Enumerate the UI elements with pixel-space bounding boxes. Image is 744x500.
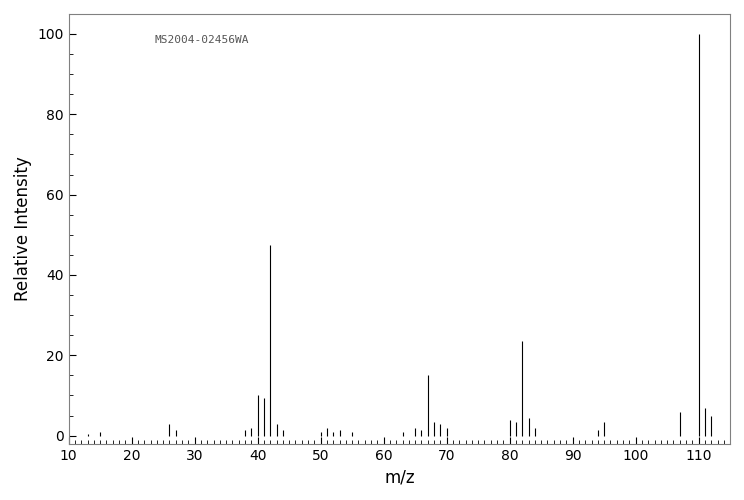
Y-axis label: Relative Intensity: Relative Intensity [14, 156, 32, 301]
X-axis label: m/z: m/z [384, 468, 414, 486]
Text: MS2004-02456WA: MS2004-02456WA [155, 36, 249, 46]
